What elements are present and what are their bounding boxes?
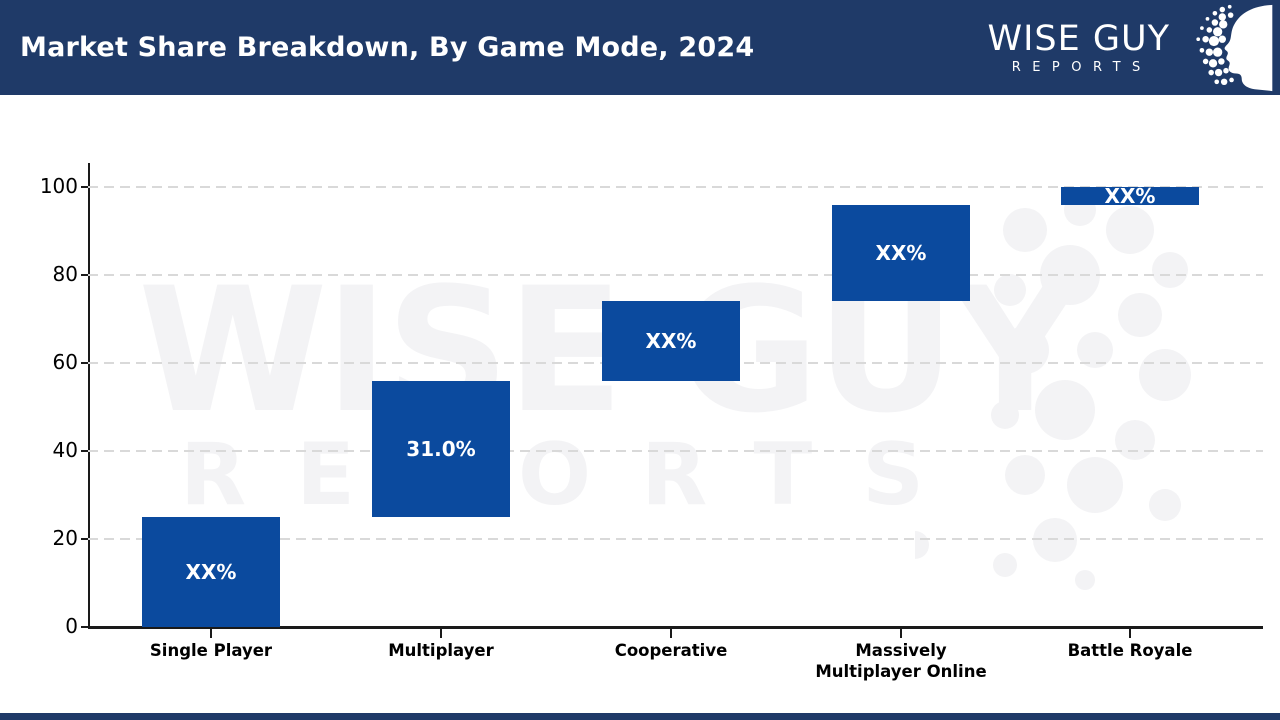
x-tick-battle-royale: [1129, 629, 1131, 638]
watermark-reports-text: REPORTS: [180, 425, 975, 525]
x-axis-line: [88, 626, 1263, 629]
y-tick-label-40: 40: [52, 438, 78, 462]
logo-wiseguy-text: WISE GUY: [987, 18, 1170, 59]
y-tick-20: [81, 538, 88, 540]
y-tick-100: [81, 186, 88, 188]
y-tick-40: [81, 450, 88, 452]
gridline-100: [88, 186, 1263, 188]
bar-value-label-cooperative: XX%: [645, 328, 697, 353]
bar-single-player: XX%: [142, 517, 280, 627]
y-tick-0: [81, 626, 88, 628]
bar-battle-royale: XX%: [1061, 183, 1199, 208]
y-tick-label-80: 80: [52, 262, 78, 286]
bar-value-label-single-player: XX%: [185, 560, 237, 584]
x-category-label-cooperative: Cooperative: [614, 641, 728, 660]
x-category-label-multiplayer: Multiplayer: [388, 641, 494, 660]
logo-reports-text: REPORTS: [1011, 59, 1152, 75]
x-category-label-massively-multiplayer-online: Massively Multiplayer Online: [815, 641, 987, 681]
bar-multiplayer: 31.0%: [372, 380, 510, 517]
x-tick-massively-multiplayer-online: [900, 629, 902, 638]
y-tick-60: [81, 362, 88, 364]
footer-bar: [0, 713, 1280, 720]
wiseguy-logo: WISE GUY REPORTS: [987, 0, 1280, 95]
bar-massively-multiplayer-online: XX%: [832, 204, 970, 302]
x-category-label-single-player: Single Player: [149, 641, 273, 660]
gridline-20: [88, 538, 1263, 540]
bar-value-label-multiplayer: 31.0%: [406, 436, 476, 461]
wiseguy-head-icon: [1196, 4, 1273, 91]
x-tick-single-player: [210, 629, 212, 638]
y-tick-label-100: 100: [39, 174, 78, 198]
bar-cooperative: XX%: [602, 301, 740, 381]
bar-value-label-massively-multiplayer-online: XX%: [875, 240, 927, 265]
y-axis-line: [88, 163, 90, 628]
x-tick-cooperative: [670, 629, 672, 638]
bar-value-label-battle-royale: XX%: [1104, 183, 1156, 208]
gridline-80: [88, 274, 1263, 276]
y-tick-label-60: 60: [52, 350, 78, 374]
y-tick-80: [81, 274, 88, 276]
gridline-40: [88, 450, 1263, 452]
x-tick-multiplayer: [440, 629, 442, 638]
y-tick-label-0: 0: [65, 614, 78, 638]
x-category-label-battle-royale: Battle Royale: [1067, 641, 1193, 660]
y-tick-label-20: 20: [52, 526, 78, 550]
header-banner: Market Share Breakdown, By Game Mode, 20…: [0, 0, 1280, 95]
page-title: Market Share Breakdown, By Game Mode, 20…: [20, 32, 755, 63]
